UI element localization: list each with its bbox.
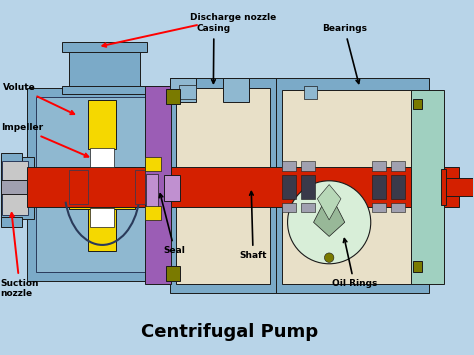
Bar (36, 97, 185, 272)
Bar (391, 175, 405, 199)
Circle shape (324, 253, 334, 262)
Bar (88, 100, 117, 149)
Bar (441, 169, 446, 205)
Bar (145, 157, 161, 171)
Bar (166, 266, 180, 281)
Text: Volute: Volute (3, 83, 74, 114)
Bar (69, 48, 140, 88)
Bar (372, 203, 386, 212)
Bar (74, 173, 121, 203)
Bar (170, 78, 276, 293)
Bar (282, 90, 412, 284)
Bar (301, 175, 315, 199)
Bar (301, 162, 315, 171)
Bar (88, 201, 117, 251)
Text: Discharge nozzle: Discharge nozzle (102, 13, 276, 47)
Bar (372, 162, 386, 171)
Circle shape (288, 181, 371, 264)
Text: Seal: Seal (159, 194, 186, 255)
Bar (175, 88, 270, 284)
Bar (391, 203, 405, 212)
Bar (391, 162, 405, 171)
Bar (62, 86, 147, 94)
Bar (444, 178, 474, 196)
Bar (301, 203, 315, 212)
Bar (0, 153, 22, 163)
Text: Impeller: Impeller (0, 124, 88, 157)
Bar (27, 167, 459, 207)
Bar (0, 157, 34, 219)
Bar (282, 203, 296, 212)
Text: Centrifugal Pump: Centrifugal Pump (141, 323, 319, 341)
Polygon shape (314, 192, 345, 236)
Bar (304, 86, 318, 99)
Bar (223, 78, 249, 102)
Bar (413, 99, 422, 109)
Text: Shaft: Shaft (239, 192, 267, 260)
Text: Bearings: Bearings (322, 24, 367, 83)
Bar (282, 162, 296, 171)
Bar (179, 84, 196, 99)
Bar (276, 78, 429, 293)
Bar (91, 148, 114, 166)
Bar (282, 175, 296, 199)
Polygon shape (318, 185, 341, 220)
Bar (164, 175, 180, 201)
Bar (91, 208, 114, 227)
Bar (136, 170, 145, 204)
Bar (62, 42, 147, 51)
Bar (166, 89, 180, 104)
Bar (145, 86, 171, 284)
Text: Suction
nozzle: Suction nozzle (0, 213, 39, 298)
Bar (0, 180, 27, 194)
Bar (413, 261, 422, 272)
Bar (170, 78, 196, 102)
Bar (69, 166, 136, 209)
Bar (69, 170, 88, 204)
Bar (411, 90, 444, 284)
Text: Oil Rings: Oil Rings (331, 239, 377, 288)
Text: Casing: Casing (197, 24, 231, 83)
Bar (27, 88, 194, 281)
Bar (0, 217, 22, 227)
Bar (145, 206, 161, 220)
Bar (2, 161, 28, 215)
Bar (146, 174, 158, 207)
Bar (372, 175, 386, 199)
